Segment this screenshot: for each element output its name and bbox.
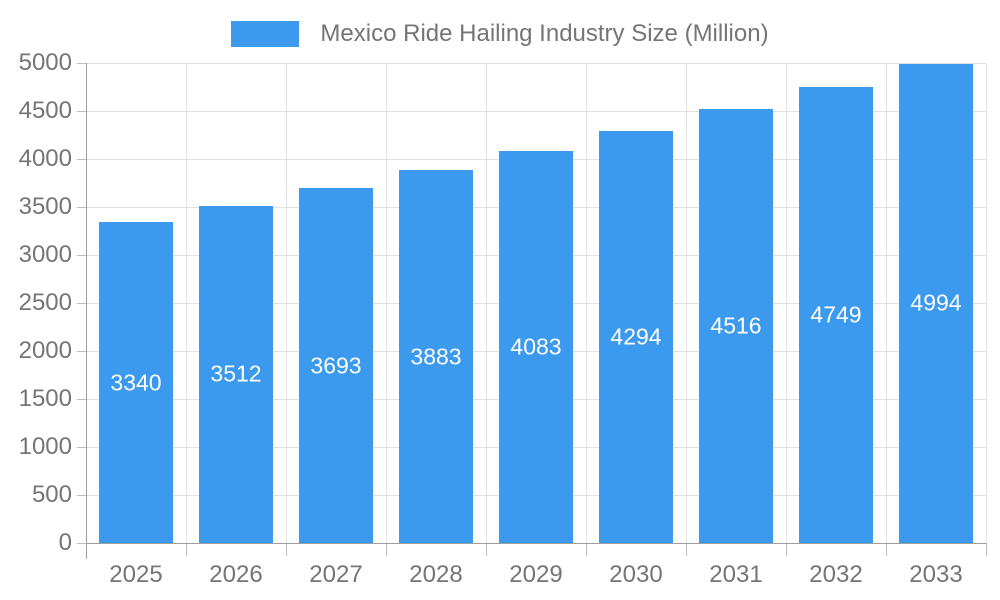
y-axis-tick-label: 1000 [18, 433, 72, 460]
x-axis-tick-label: 2026 [209, 561, 263, 588]
legend-label: Mexico Ride Hailing Industry Size (Milli… [320, 20, 769, 47]
x-axis-tick-label: 2027 [309, 561, 363, 588]
y-axis-tick [77, 110, 86, 112]
bar-2026: 3512 [199, 205, 273, 543]
y-axis-tick-label: 500 [31, 481, 72, 508]
y-axis-tick [77, 350, 86, 352]
x-axis-tick [785, 543, 787, 556]
x-axis-tick [885, 543, 887, 556]
y-axis-tick [77, 62, 86, 64]
y-axis-tick-label: 0 [58, 529, 72, 556]
y-axis-tick [77, 206, 86, 208]
bar-2031: 4516 [699, 109, 773, 543]
bar-value-label: 4749 [810, 301, 862, 328]
y-axis-tick-label: 1500 [18, 385, 72, 412]
vertical-gridline [285, 63, 287, 543]
x-axis-tick-label: 2028 [409, 561, 463, 588]
vertical-gridline [885, 63, 887, 543]
x-axis-tick-label: 2025 [109, 561, 163, 588]
y-axis-tick-label: 2000 [18, 337, 72, 364]
x-axis-tick [485, 543, 487, 556]
bar-value-label: 4994 [910, 289, 962, 316]
y-axis-tick-label: 5000 [18, 49, 72, 76]
vertical-gridline [685, 63, 687, 543]
y-axis-tick [77, 494, 86, 496]
x-axis-tick-label: 2031 [709, 561, 763, 588]
bar-2033: 4994 [899, 63, 973, 543]
horizontal-gridline [86, 62, 986, 64]
y-axis-tick [77, 542, 86, 544]
vertical-gridline [985, 63, 987, 543]
x-axis-tick-label: 2033 [909, 561, 963, 588]
vertical-gridline [385, 63, 387, 543]
bar-value-label: 4083 [510, 333, 562, 360]
legend: Mexico Ride Hailing Industry Size (Milli… [0, 19, 1000, 49]
vertical-gridline [185, 63, 187, 543]
vertical-gridline [585, 63, 587, 543]
bar-2029: 4083 [499, 151, 573, 543]
x-axis-line [86, 543, 986, 544]
y-axis-line [86, 63, 87, 559]
y-axis-tick-label: 2500 [18, 289, 72, 316]
x-axis-tick [585, 543, 587, 556]
bar-2027: 3693 [299, 188, 373, 543]
bar-2028: 3883 [399, 170, 473, 543]
bar-2030: 4294 [599, 130, 673, 543]
x-axis-tick-label: 2032 [809, 561, 863, 588]
x-axis-tick-label: 2029 [509, 561, 563, 588]
vertical-gridline [485, 63, 487, 543]
bar-value-label: 4294 [610, 323, 662, 350]
y-axis-tick [77, 302, 86, 304]
y-axis-tick [77, 446, 86, 448]
vertical-gridline [785, 63, 787, 543]
bar-value-label: 3883 [410, 343, 462, 370]
bar-2032: 4749 [799, 87, 873, 543]
x-axis-tick [385, 543, 387, 556]
x-axis-tick [185, 543, 187, 556]
x-axis-tick [285, 543, 287, 556]
bar-value-label: 3693 [310, 352, 362, 379]
y-axis-tick-label: 3000 [18, 241, 72, 268]
plot-area: 0 500 1000 1500 2000 2500 3000 3500 4000 4500 5000… [19, 49, 987, 588]
bar-value-label: 4516 [710, 312, 762, 339]
y-axis-tick [77, 254, 86, 256]
x-axis-tick-label: 2030 [609, 561, 663, 588]
bar-value-label: 3512 [210, 360, 262, 387]
y-axis-tick-label: 4000 [18, 145, 72, 172]
y-axis-tick-label: 4500 [18, 97, 72, 124]
horizontal-gridline [86, 110, 986, 112]
y-axis-tick-label: 3500 [18, 193, 72, 220]
x-axis-tick [685, 543, 687, 556]
y-axis-tick [77, 158, 86, 160]
legend-swatch [231, 21, 300, 47]
y-axis-tick [77, 398, 86, 400]
bar-2025: 3340 [99, 222, 173, 543]
legend-item[interactable]: Mexico Ride Hailing Industry Size (Milli… [231, 20, 769, 48]
x-axis-tick [985, 543, 987, 556]
bar-value-label: 3340 [110, 369, 162, 396]
